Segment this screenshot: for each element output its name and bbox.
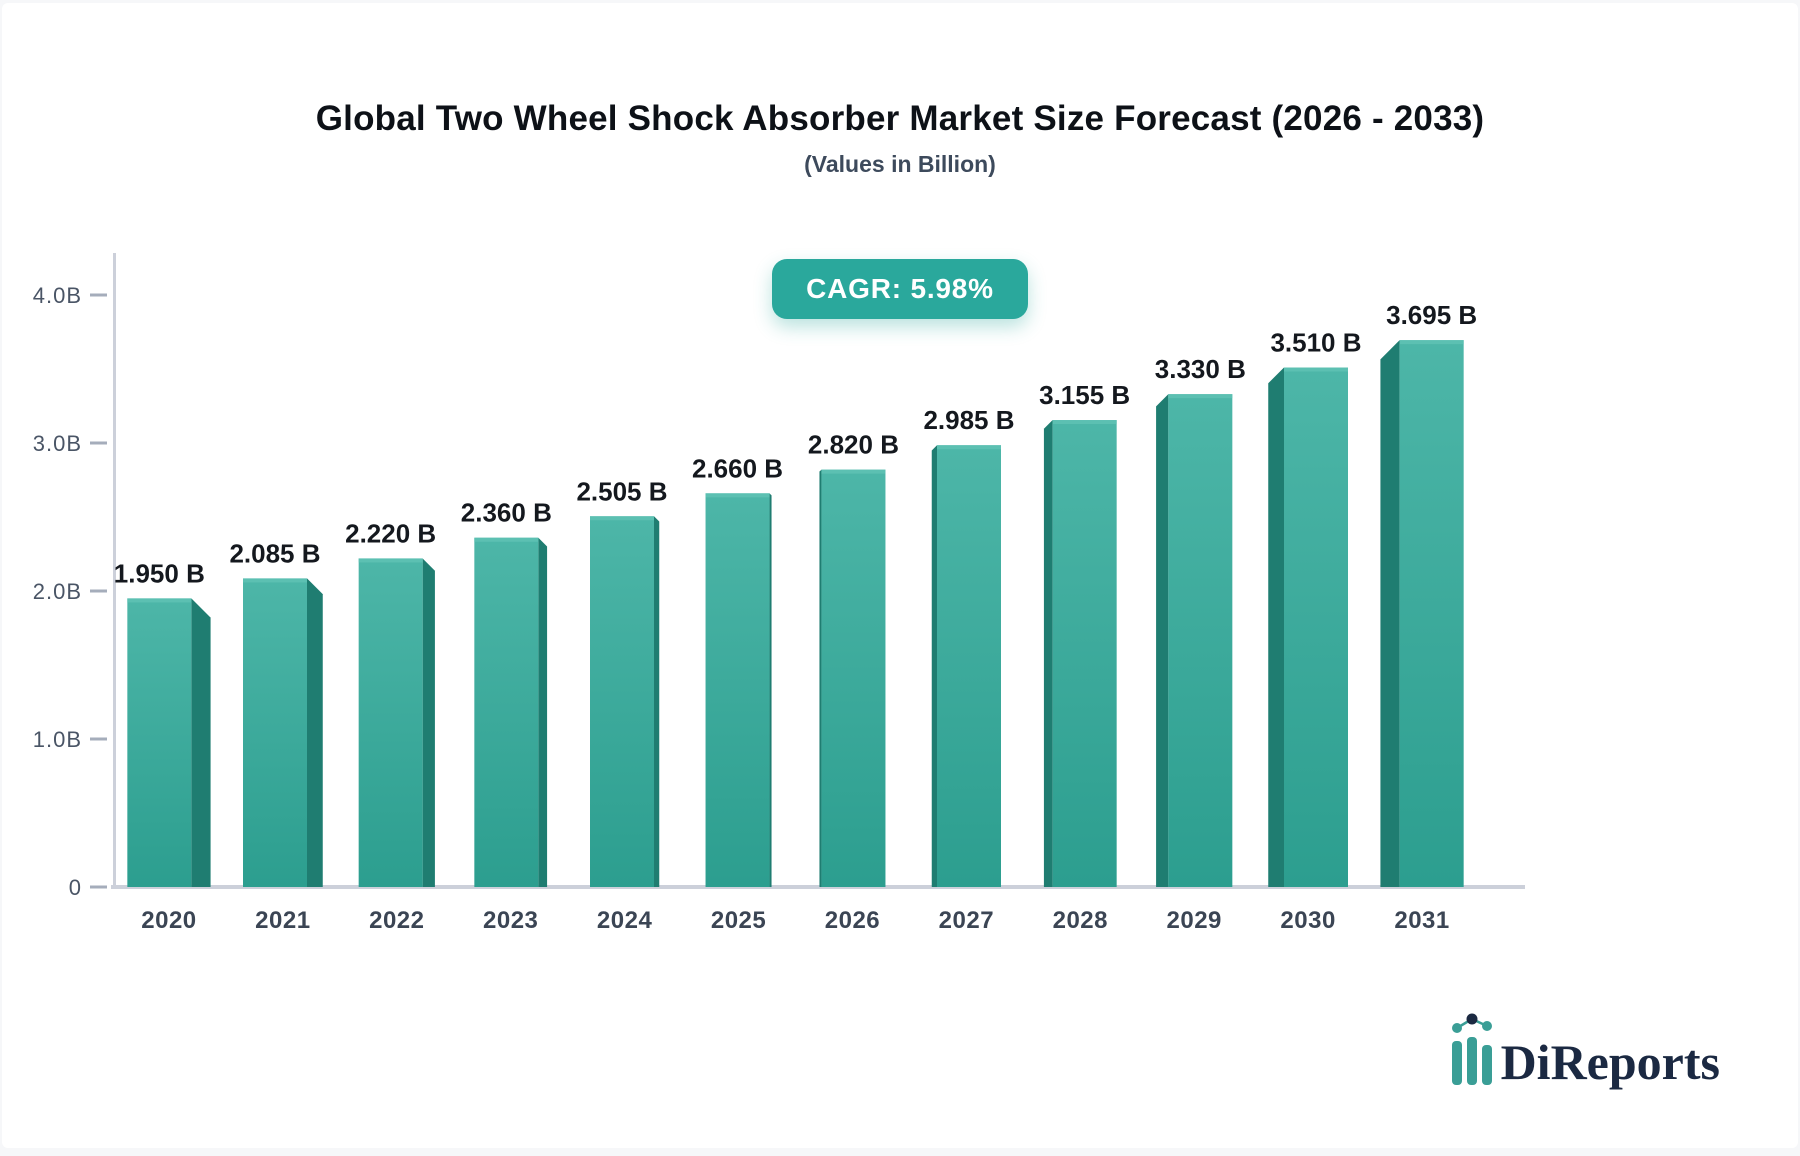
- y-axis-tick: [90, 589, 107, 593]
- bar-top-edge-2028: [1052, 420, 1117, 425]
- bar-2031: [1399, 340, 1464, 887]
- chart-subtitle: (Values in Billion): [804, 151, 996, 177]
- bar-side-2025: [769, 493, 772, 887]
- bar-value-label: 3.695 B: [1386, 300, 1477, 330]
- x-axis-label: 2026: [825, 907, 880, 934]
- bar-2029: [1168, 394, 1233, 887]
- bar-top-edge-2023: [474, 537, 539, 542]
- y-axis-label: 0: [69, 875, 82, 900]
- x-axis-label: 2031: [1394, 907, 1449, 934]
- y-axis-label: 4.0B: [33, 283, 82, 308]
- bar-value-label: 2.820 B: [808, 430, 899, 460]
- bar-value-label: 2.360 B: [461, 498, 552, 528]
- x-axis-label: 2029: [1167, 907, 1222, 934]
- x-axis-label: 2023: [483, 907, 538, 934]
- bar-2028: [1052, 420, 1117, 887]
- bar-side-2022: [422, 558, 435, 887]
- x-axis-line: [111, 885, 1525, 889]
- x-axis-label: 2021: [255, 907, 310, 934]
- bar-value-label: 2.085 B: [229, 538, 320, 568]
- bar-value-label: 2.660 B: [692, 453, 783, 483]
- chart-canvas: 0 1.0B 2.0B 3.0B 4.0B 1.950 B 2020 2.085 B 2021 2…: [33, 253, 1525, 934]
- bar-2025: [705, 493, 770, 887]
- x-axis-label: 2024: [597, 907, 653, 934]
- bar-top-edge-2031: [1399, 340, 1464, 345]
- bar-value-label: 1.950 B: [114, 558, 205, 588]
- bar-top-edge-2024: [590, 516, 654, 521]
- x-axis-label: 2020: [141, 907, 196, 934]
- plot-area: 0 1.0B 2.0B 3.0B 4.0B 1.950 B 2020 2.085 B 2021 2…: [33, 253, 1525, 934]
- bar-top-edge-2027: [937, 445, 1001, 450]
- x-axis-label: 2028: [1053, 907, 1108, 934]
- cagr-badge: CAGR: 5.98%: [772, 259, 1028, 319]
- bar-value-label: 3.155 B: [1039, 380, 1130, 410]
- bar-side-2026: [819, 469, 822, 887]
- bar-side-2029: [1156, 394, 1169, 887]
- bar-2027: [937, 445, 1001, 887]
- bar-top-edge-2030: [1284, 367, 1348, 372]
- y-axis-tick: [90, 441, 107, 445]
- cagr-badge-container: CAGR: 5.98%: [2, 259, 1798, 319]
- bar-side-2023: [538, 537, 548, 887]
- bar-side-2031: [1380, 340, 1400, 887]
- bar-2024: [590, 516, 654, 887]
- bar-side-2028: [1043, 420, 1053, 887]
- x-axis-label: 2027: [939, 907, 994, 934]
- bar-value-label: 2.505 B: [576, 476, 667, 506]
- bar-top-edge-2025: [705, 493, 770, 498]
- y-axis-tick: [90, 293, 107, 297]
- x-axis-label: 2030: [1280, 907, 1335, 934]
- x-axis-label: 2022: [369, 907, 424, 934]
- bar-2021: [243, 578, 307, 887]
- bar-side-2027: [931, 445, 937, 887]
- bar-top-edge-2020: [127, 598, 192, 603]
- y-axis-tick: [90, 885, 107, 889]
- bar-2026: [821, 469, 886, 887]
- bar-2030: [1284, 367, 1348, 887]
- bar-side-2030: [1268, 367, 1284, 887]
- bar-top-edge-2026: [821, 469, 886, 474]
- x-axis-label: 2025: [711, 907, 766, 934]
- bar-2023: [474, 537, 539, 887]
- bar-side-2021: [307, 578, 323, 887]
- y-axis-label: 1.0B: [33, 727, 82, 752]
- bar-value-label: 3.510 B: [1270, 328, 1361, 358]
- y-axis-label: 2.0B: [33, 579, 82, 604]
- bar-top-edge-2021: [243, 578, 307, 583]
- y-axis-label: 3.0B: [33, 431, 82, 456]
- direports-logo-icon: [1451, 1013, 1492, 1085]
- y-axis-tick: [90, 737, 107, 741]
- bar-2022: [358, 558, 423, 887]
- chart-title: Global Two Wheel Shock Absorber Market S…: [315, 99, 1485, 138]
- direports-logo-text: DiReports: [1500, 1034, 1720, 1090]
- bar-top-edge-2029: [1168, 394, 1233, 399]
- bar-side-2020: [191, 598, 211, 887]
- chart-card: Global Two Wheel Shock Absorber Market S…: [2, 3, 1798, 1148]
- direports-logo: DiReports: [1449, 1011, 1720, 1087]
- bar-2020: [127, 598, 192, 887]
- bar-top-edge-2022: [358, 558, 423, 563]
- bar-value-label: 2.220 B: [345, 518, 436, 548]
- y-axis-line: [113, 253, 116, 889]
- bar-value-label: 2.985 B: [923, 405, 1014, 435]
- bar-side-2024: [654, 516, 660, 887]
- bar-value-label: 3.330 B: [1155, 354, 1246, 384]
